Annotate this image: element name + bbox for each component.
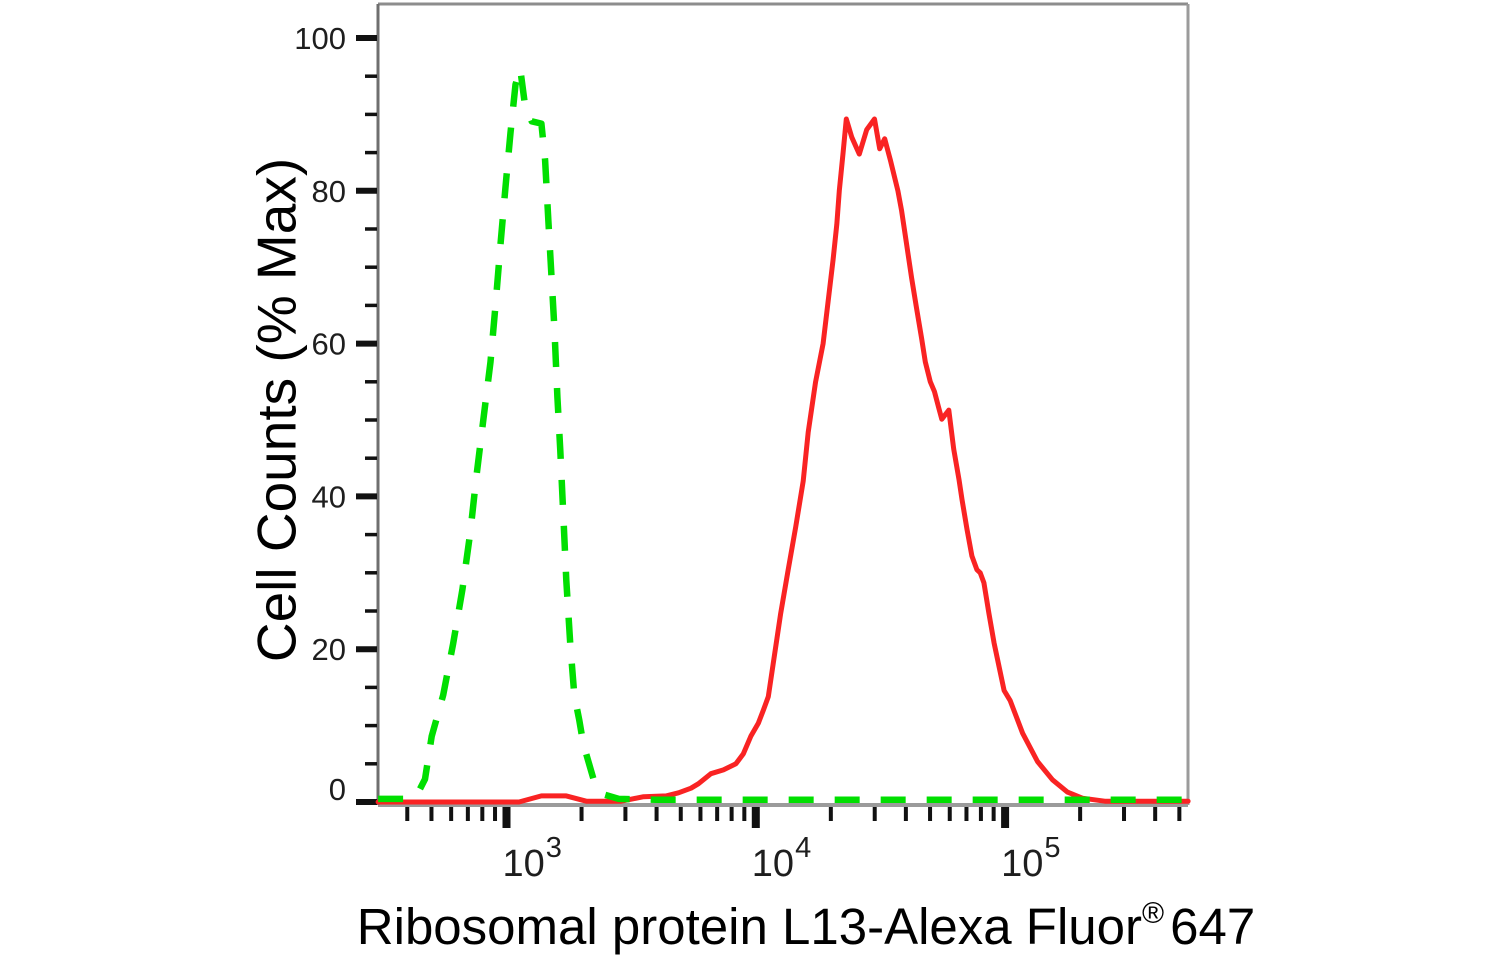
x-tick-label: 103 (503, 832, 562, 885)
y-axis-title: Cell Counts (% Max) (245, 157, 308, 663)
x-tick-label: 104 (752, 832, 811, 885)
y-tick-label: 20 (312, 632, 346, 667)
registered-trademark-icon: ® (1142, 897, 1165, 930)
y-tick-label: 40 (312, 479, 346, 514)
series-green-dashed-curve (378, 65, 1189, 803)
x-axis-title: Ribosomal protein L13-Alexa Fluor® 647 (356, 897, 1256, 955)
y-tick-label: 80 (312, 174, 346, 209)
x-axis-title-suffix: 647 (1170, 898, 1256, 955)
y-tick-label: 60 (312, 327, 346, 362)
x-tick-label: 105 (1001, 832, 1060, 885)
x-axis-title-main: Ribosomal protein L13-Alexa Fluor (356, 898, 1143, 955)
y-tick-label: 100 (294, 21, 346, 56)
series-red-solid-curve (375, 116, 1191, 805)
y-tick-label: 0 (329, 772, 346, 807)
